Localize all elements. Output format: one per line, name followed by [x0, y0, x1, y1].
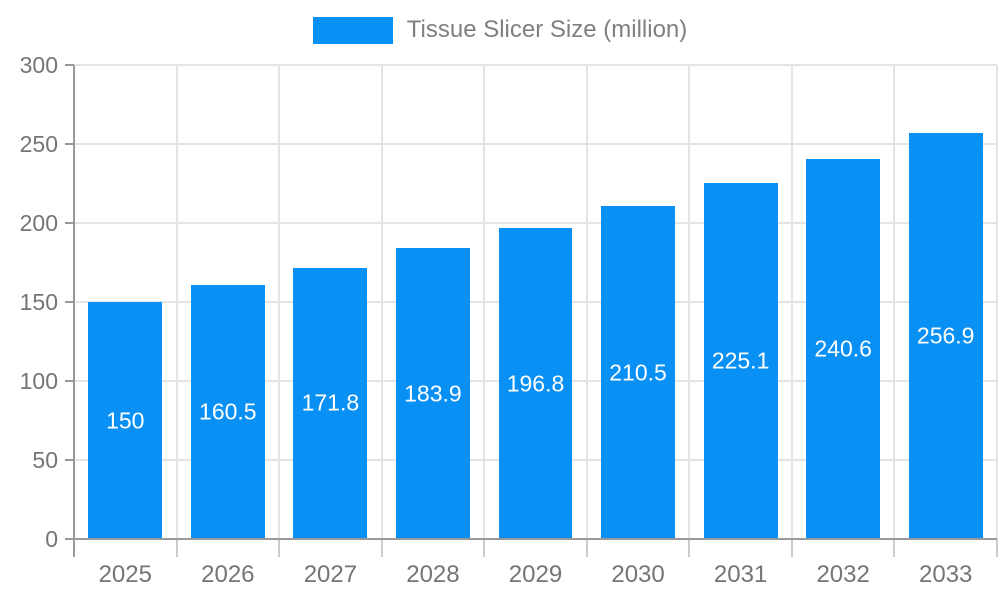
bar[interactable]: 225.1 — [703, 183, 778, 539]
x-axis-tick — [688, 539, 691, 557]
bar-value-label: 256.9 — [916, 322, 975, 349]
bar[interactable]: 150 — [88, 302, 163, 539]
gridline-horizontal — [74, 143, 997, 145]
gridline-vertical — [175, 65, 178, 539]
y-axis-label: 250 — [19, 131, 58, 157]
y-axis-tick — [65, 459, 74, 461]
x-axis-label: 2031 — [713, 561, 768, 588]
x-axis-tick — [790, 539, 793, 557]
bar-value-label: 240.6 — [814, 335, 872, 362]
gridline-vertical — [483, 65, 486, 539]
x-axis-line — [74, 538, 997, 540]
x-axis-tick — [996, 539, 998, 557]
y-axis-tick — [65, 380, 74, 382]
x-axis-tick — [893, 539, 896, 557]
gridline-horizontal — [74, 222, 997, 224]
legend-swatch — [312, 16, 393, 44]
bar[interactable]: 160.5 — [190, 285, 265, 539]
y-axis-tick — [65, 301, 74, 303]
bar-value-label: 171.8 — [301, 389, 360, 416]
gridline-vertical — [278, 65, 281, 539]
bar-value-label: 210.5 — [609, 359, 667, 386]
gridline-vertical — [996, 65, 998, 539]
gridline-vertical — [688, 65, 691, 539]
x-axis-label: 2025 — [98, 561, 152, 588]
bar-value-label: 183.9 — [404, 380, 462, 407]
gridline-vertical — [790, 65, 793, 539]
y-axis-label: 150 — [19, 289, 58, 315]
y-axis-tick — [65, 143, 74, 145]
bar[interactable]: 240.6 — [806, 158, 881, 539]
y-axis-label: 100 — [19, 368, 58, 394]
bar[interactable]: 183.9 — [396, 248, 470, 539]
legend-label: Tissue Slicer Size (million) — [406, 16, 688, 43]
legend[interactable]: Tissue Slicer Size (million) — [0, 16, 1000, 44]
y-axis-tick — [65, 538, 74, 540]
plot-area: 0 50 100 150 200 250 300 2025 2026 2027 2028 2029 20… — [20, 52, 998, 588]
x-axis-label: 2030 — [611, 561, 665, 588]
bar[interactable]: 196.8 — [498, 228, 573, 539]
x-axis-label: 2026 — [201, 561, 255, 588]
gridline-vertical — [893, 65, 896, 539]
x-axis-tick — [175, 539, 178, 557]
x-axis-tick — [483, 539, 486, 557]
y-axis-label: 50 — [32, 447, 58, 473]
x-axis-label: 2028 — [406, 561, 460, 588]
y-axis-tick — [65, 222, 74, 224]
bar[interactable]: 171.8 — [293, 267, 368, 539]
bar-value-label: 196.8 — [506, 370, 565, 397]
bar[interactable]: 256.9 — [908, 133, 983, 539]
bar[interactable]: 210.5 — [601, 206, 675, 539]
x-axis-tick — [278, 539, 281, 557]
bar-value-label: 225.1 — [711, 347, 770, 374]
y-axis-label: 0 — [45, 526, 58, 552]
x-axis-label: 2027 — [303, 561, 358, 588]
bar-value-label: 150 — [106, 407, 145, 433]
x-axis-label: 2033 — [919, 561, 973, 588]
gridline-vertical — [380, 65, 383, 539]
y-axis-line — [73, 65, 75, 557]
x-axis-tick — [585, 539, 588, 557]
x-axis-label: 2032 — [816, 561, 870, 588]
x-axis-tick — [380, 539, 383, 557]
gridline-horizontal — [74, 64, 997, 66]
bar-value-label: 160.5 — [199, 398, 257, 425]
y-axis-label: 300 — [19, 52, 58, 78]
gridline-vertical — [585, 65, 588, 539]
y-axis-tick — [65, 64, 74, 66]
y-axis-label: 200 — [19, 210, 58, 236]
x-axis-label: 2029 — [508, 561, 563, 588]
